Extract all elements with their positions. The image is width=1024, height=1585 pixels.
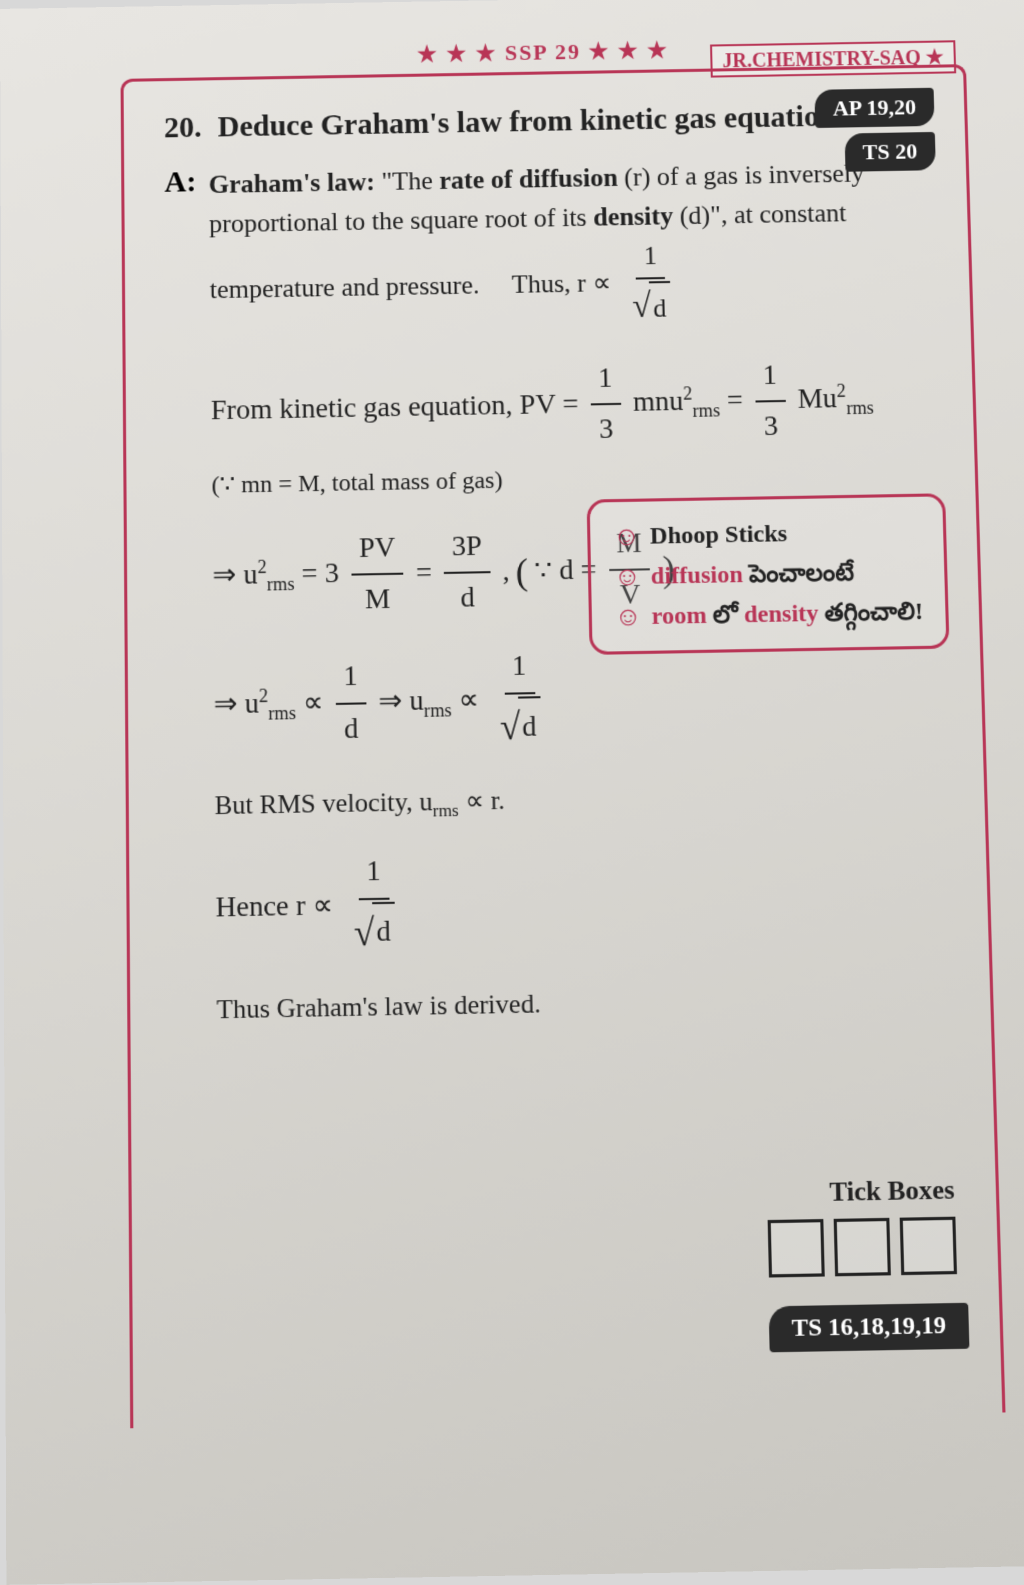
tick-area: Tick Boxes bbox=[767, 1174, 957, 1277]
rms-velocity-line: But RMS velocity, urms ∝ r. bbox=[214, 772, 938, 828]
tick-boxes-row bbox=[768, 1217, 957, 1278]
thus-relation: Thus, r ∝ 1 d bbox=[512, 266, 685, 298]
smile-icon: ☺ bbox=[613, 516, 641, 557]
mnemonic-line-2: ☺ diffusion పెంచాలంటే bbox=[613, 551, 922, 597]
smile-icon: ☺ bbox=[614, 596, 642, 637]
badge-ts: TS 20 bbox=[844, 132, 936, 172]
law-name: Graham's law: bbox=[209, 167, 376, 199]
mnemonic-box: ☺ Dhoop Sticks ☺ diffusion పెంచాలంటే ☺ r… bbox=[587, 493, 950, 655]
urms-proportional: ⇒ u2rms ∝ 1d ⇒ urms ∝ 1d bbox=[213, 637, 936, 763]
mass-note: (∵ mn = M, total mass of gas) bbox=[211, 461, 503, 505]
tick-box-3[interactable] bbox=[900, 1217, 957, 1275]
page: ★ ★ ★ SSP 29 ★ ★ ★ JR.CHEMISTRY-SAQ ★ AP… bbox=[0, 0, 1024, 1585]
tick-box-1[interactable] bbox=[768, 1219, 825, 1278]
answer-label: A: bbox=[164, 165, 204, 200]
question-line: 20. Deduce Graham's law from kinetic gas… bbox=[164, 98, 925, 145]
badge-ap: AP 19,20 bbox=[814, 88, 934, 128]
kinetic-equation: From kinetic gas equation, PV = 13 mnu2r… bbox=[210, 350, 928, 506]
hence-relation: Hence r ∝ 1d bbox=[215, 839, 942, 966]
year-badges: AP 19,20 TS 20 bbox=[814, 88, 936, 173]
content-frame: AP 19,20 TS 20 20. Deduce Graham's law f… bbox=[121, 64, 1006, 1428]
tick-box-2[interactable] bbox=[834, 1218, 891, 1277]
question-number: 20. bbox=[164, 111, 202, 146]
mnemonic-line-1: ☺ Dhoop Sticks bbox=[613, 511, 922, 556]
law-statement: Graham's law: "The rate of diffusion (r)… bbox=[209, 152, 925, 340]
footer-badge: TS 16,18,19,19 bbox=[768, 1303, 969, 1353]
conclusion-line: Thus Graham's law is derived. bbox=[216, 976, 943, 1030]
smile-icon: ☺ bbox=[613, 556, 641, 597]
mnemonic-line-3: ☺ room లో density తగ్గించాలి! bbox=[614, 591, 923, 637]
tick-label: Tick Boxes bbox=[767, 1174, 955, 1209]
